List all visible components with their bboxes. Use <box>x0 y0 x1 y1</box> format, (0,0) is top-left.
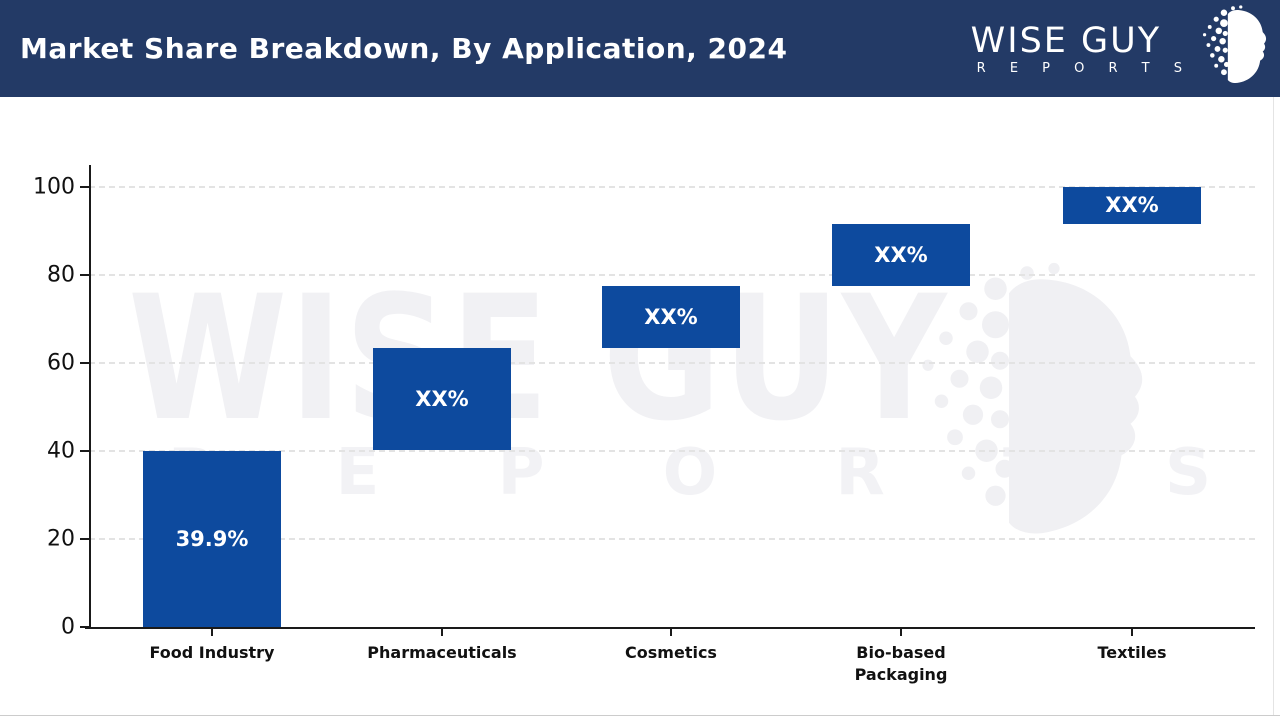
bar-value-label-food-industry: 39.9% <box>175 527 249 552</box>
x-tick-mark-textiles <box>1131 627 1133 636</box>
bar-bio-based-packaging: XX% <box>832 224 970 286</box>
x-category-label-bio-based-packaging: Bio-based Packaging <box>854 643 948 684</box>
y-tick-mark-100 <box>80 186 89 188</box>
gridline-20 <box>89 538 1255 540</box>
y-tick-label-20: 20 <box>47 526 75 552</box>
brand-subname: R E P O R T S <box>976 60 1192 76</box>
y-tick-mark-0 <box>80 626 89 628</box>
x-tick-mark-cosmetics <box>670 627 672 636</box>
y-tick-mark-20 <box>80 538 89 540</box>
y-tick-label-100: 100 <box>33 174 75 200</box>
x-tick-mark-pharmaceuticals <box>441 627 443 636</box>
bar-value-label-textiles: XX% <box>1105 193 1159 218</box>
gridline-60 <box>89 362 1255 364</box>
y-tick-mark-60 <box>80 362 89 364</box>
y-tick-label-0: 0 <box>61 614 75 640</box>
y-tick-label-60: 60 <box>47 350 75 376</box>
header-bar: Market Share Breakdown, By Application, … <box>0 0 1280 97</box>
brand-logo: WISE GUY R E P O R T S <box>970 5 1272 93</box>
bar-textiles: XX% <box>1063 187 1201 224</box>
dotted-face-profile-icon <box>1194 5 1272 93</box>
y-tick-mark-40 <box>80 450 89 452</box>
bar-food-industry: 39.9% <box>143 451 281 627</box>
x-axis-line <box>85 627 1255 629</box>
x-category-label-textiles: Textiles <box>1097 643 1167 662</box>
y-tick-label-80: 80 <box>47 262 75 288</box>
page-title: Market Share Breakdown, By Application, … <box>20 32 788 65</box>
bar-cosmetics: XX% <box>602 286 740 348</box>
bar-value-label-cosmetics: XX% <box>644 304 698 329</box>
gridline-100 <box>89 186 1255 188</box>
brand-logo-text: WISE GUY R E P O R T S <box>970 20 1192 76</box>
x-category-label-cosmetics: Cosmetics <box>625 643 717 662</box>
y-tick-label-40: 40 <box>47 438 75 464</box>
watermark-face-icon <box>892 193 1162 627</box>
bar-value-label-pharmaceuticals: XX% <box>415 386 469 411</box>
x-category-label-pharmaceuticals: Pharmaceuticals <box>367 643 517 662</box>
y-tick-mark-80 <box>80 274 89 276</box>
x-tick-mark-food-industry <box>211 627 213 636</box>
page-bottom-border <box>0 715 1280 716</box>
gridline-80 <box>89 274 1255 276</box>
gridline-40 <box>89 450 1255 452</box>
bar-pharmaceuticals: XX% <box>373 347 511 450</box>
x-tick-mark-bio-based-packaging <box>900 627 902 636</box>
chart-area: WISE GUY R E P O R T S 0 20 40 60 80 100 39.9%… <box>0 97 1280 720</box>
watermark-text: WISE GUY <box>128 258 949 459</box>
x-category-label-food-industry: Food Industry <box>149 643 275 662</box>
y-axis-line <box>89 165 91 629</box>
brand-name: WISE GUY <box>970 20 1162 61</box>
bar-value-label-bio-based-packaging: XX% <box>874 243 928 268</box>
page-right-border <box>1273 97 1274 715</box>
